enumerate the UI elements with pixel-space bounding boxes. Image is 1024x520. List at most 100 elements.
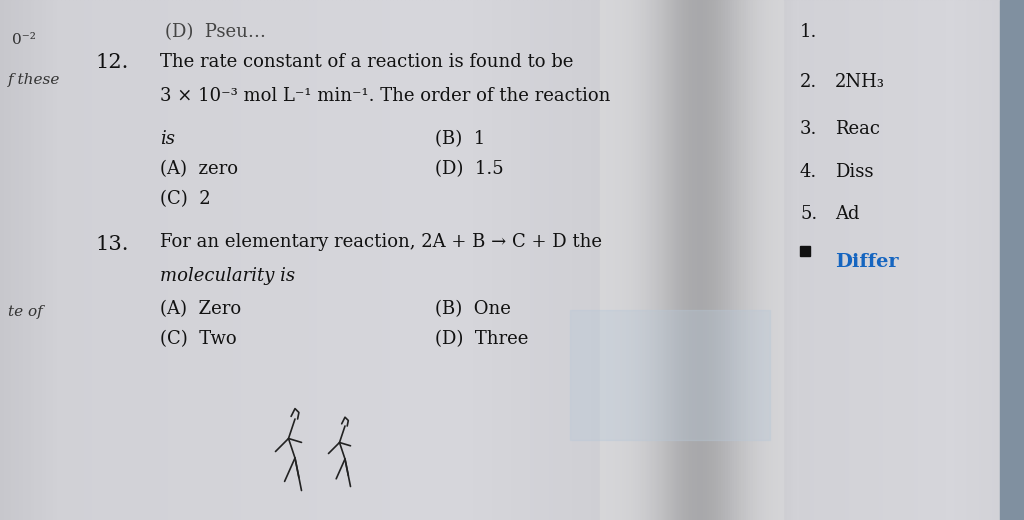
Bar — [397, 0, 401, 520]
Bar — [420, 0, 424, 520]
Bar — [69, 0, 73, 520]
Bar — [652, 0, 655, 520]
Bar — [42, 0, 46, 520]
Bar — [248, 0, 252, 520]
Bar — [336, 0, 340, 520]
Bar — [946, 0, 947, 520]
Bar — [446, 0, 451, 520]
Bar — [992, 0, 993, 520]
Bar — [725, 0, 728, 520]
Bar — [648, 0, 651, 520]
Bar — [920, 0, 921, 520]
Bar — [451, 0, 455, 520]
Bar — [485, 0, 488, 520]
Bar — [734, 0, 737, 520]
Bar — [855, 0, 857, 520]
Bar — [737, 0, 741, 520]
Bar — [1006, 0, 1007, 520]
Bar — [929, 0, 930, 520]
Bar — [736, 0, 739, 520]
Text: (B)  One: (B) One — [435, 300, 511, 318]
Bar — [488, 0, 493, 520]
Bar — [768, 0, 769, 520]
Bar — [756, 0, 760, 520]
Bar — [953, 0, 955, 520]
Text: 4.: 4. — [800, 163, 817, 181]
Bar — [535, 0, 539, 520]
Bar — [800, 246, 810, 256]
Bar — [760, 0, 763, 520]
Bar — [723, 0, 726, 520]
Bar — [106, 0, 111, 520]
Bar — [933, 0, 934, 520]
Bar — [718, 0, 722, 520]
Bar — [957, 0, 959, 520]
Bar — [813, 0, 814, 520]
Text: The rate constant of a reaction is found to be: The rate constant of a reaction is found… — [160, 53, 573, 71]
Bar — [812, 0, 813, 520]
Bar — [1016, 0, 1018, 520]
Bar — [497, 0, 501, 520]
Bar — [666, 0, 669, 520]
Bar — [1007, 0, 1008, 520]
Bar — [985, 0, 987, 520]
Bar — [470, 0, 473, 520]
Bar — [865, 0, 866, 520]
Bar — [862, 0, 863, 520]
Bar — [766, 0, 769, 520]
Bar — [809, 0, 810, 520]
Bar — [969, 0, 970, 520]
Bar — [810, 0, 812, 520]
Bar — [889, 0, 890, 520]
Bar — [678, 0, 681, 520]
Bar — [671, 0, 674, 520]
Bar — [267, 0, 271, 520]
Bar — [4, 0, 7, 520]
Bar — [702, 0, 706, 520]
Bar — [672, 0, 676, 520]
Bar — [161, 0, 164, 520]
Bar — [680, 0, 684, 520]
Bar — [577, 0, 581, 520]
Bar — [794, 0, 795, 520]
Text: Differ: Differ — [835, 253, 899, 271]
Bar — [942, 0, 943, 520]
Bar — [206, 0, 210, 520]
Bar — [676, 0, 680, 520]
Bar — [1012, 0, 1014, 520]
Bar — [844, 0, 845, 520]
Bar — [359, 0, 362, 520]
Bar — [831, 0, 833, 520]
Bar — [867, 0, 868, 520]
Text: 3 × 10⁻³ mol L⁻¹ min⁻¹. The order of the reaction: 3 × 10⁻³ mol L⁻¹ min⁻¹. The order of the… — [160, 87, 610, 105]
Bar — [229, 0, 233, 520]
Text: 2NH₃: 2NH₃ — [835, 73, 885, 91]
Bar — [983, 0, 984, 520]
Bar — [684, 0, 687, 520]
Bar — [614, 0, 618, 520]
Bar — [592, 0, 596, 520]
Bar — [604, 0, 607, 520]
Bar — [616, 0, 618, 520]
Bar — [974, 0, 975, 520]
Bar — [984, 0, 985, 520]
Bar — [49, 0, 53, 520]
Bar — [833, 0, 835, 520]
Bar — [527, 0, 530, 520]
Bar — [38, 0, 42, 520]
Bar — [649, 0, 653, 520]
Bar — [669, 0, 672, 520]
Bar — [804, 0, 805, 520]
Bar — [762, 0, 765, 520]
Bar — [621, 0, 624, 520]
Bar — [103, 0, 106, 520]
Text: (D)  Pseu…: (D) Pseu… — [165, 23, 266, 41]
Text: For an elementary reaction, 2A + B → C + D the: For an elementary reaction, 2A + B → C +… — [160, 233, 602, 251]
Bar — [877, 0, 878, 520]
Bar — [970, 0, 971, 520]
Bar — [187, 0, 190, 520]
Bar — [428, 0, 431, 520]
Bar — [753, 0, 756, 520]
Bar — [367, 0, 371, 520]
Text: 13.: 13. — [95, 235, 128, 254]
